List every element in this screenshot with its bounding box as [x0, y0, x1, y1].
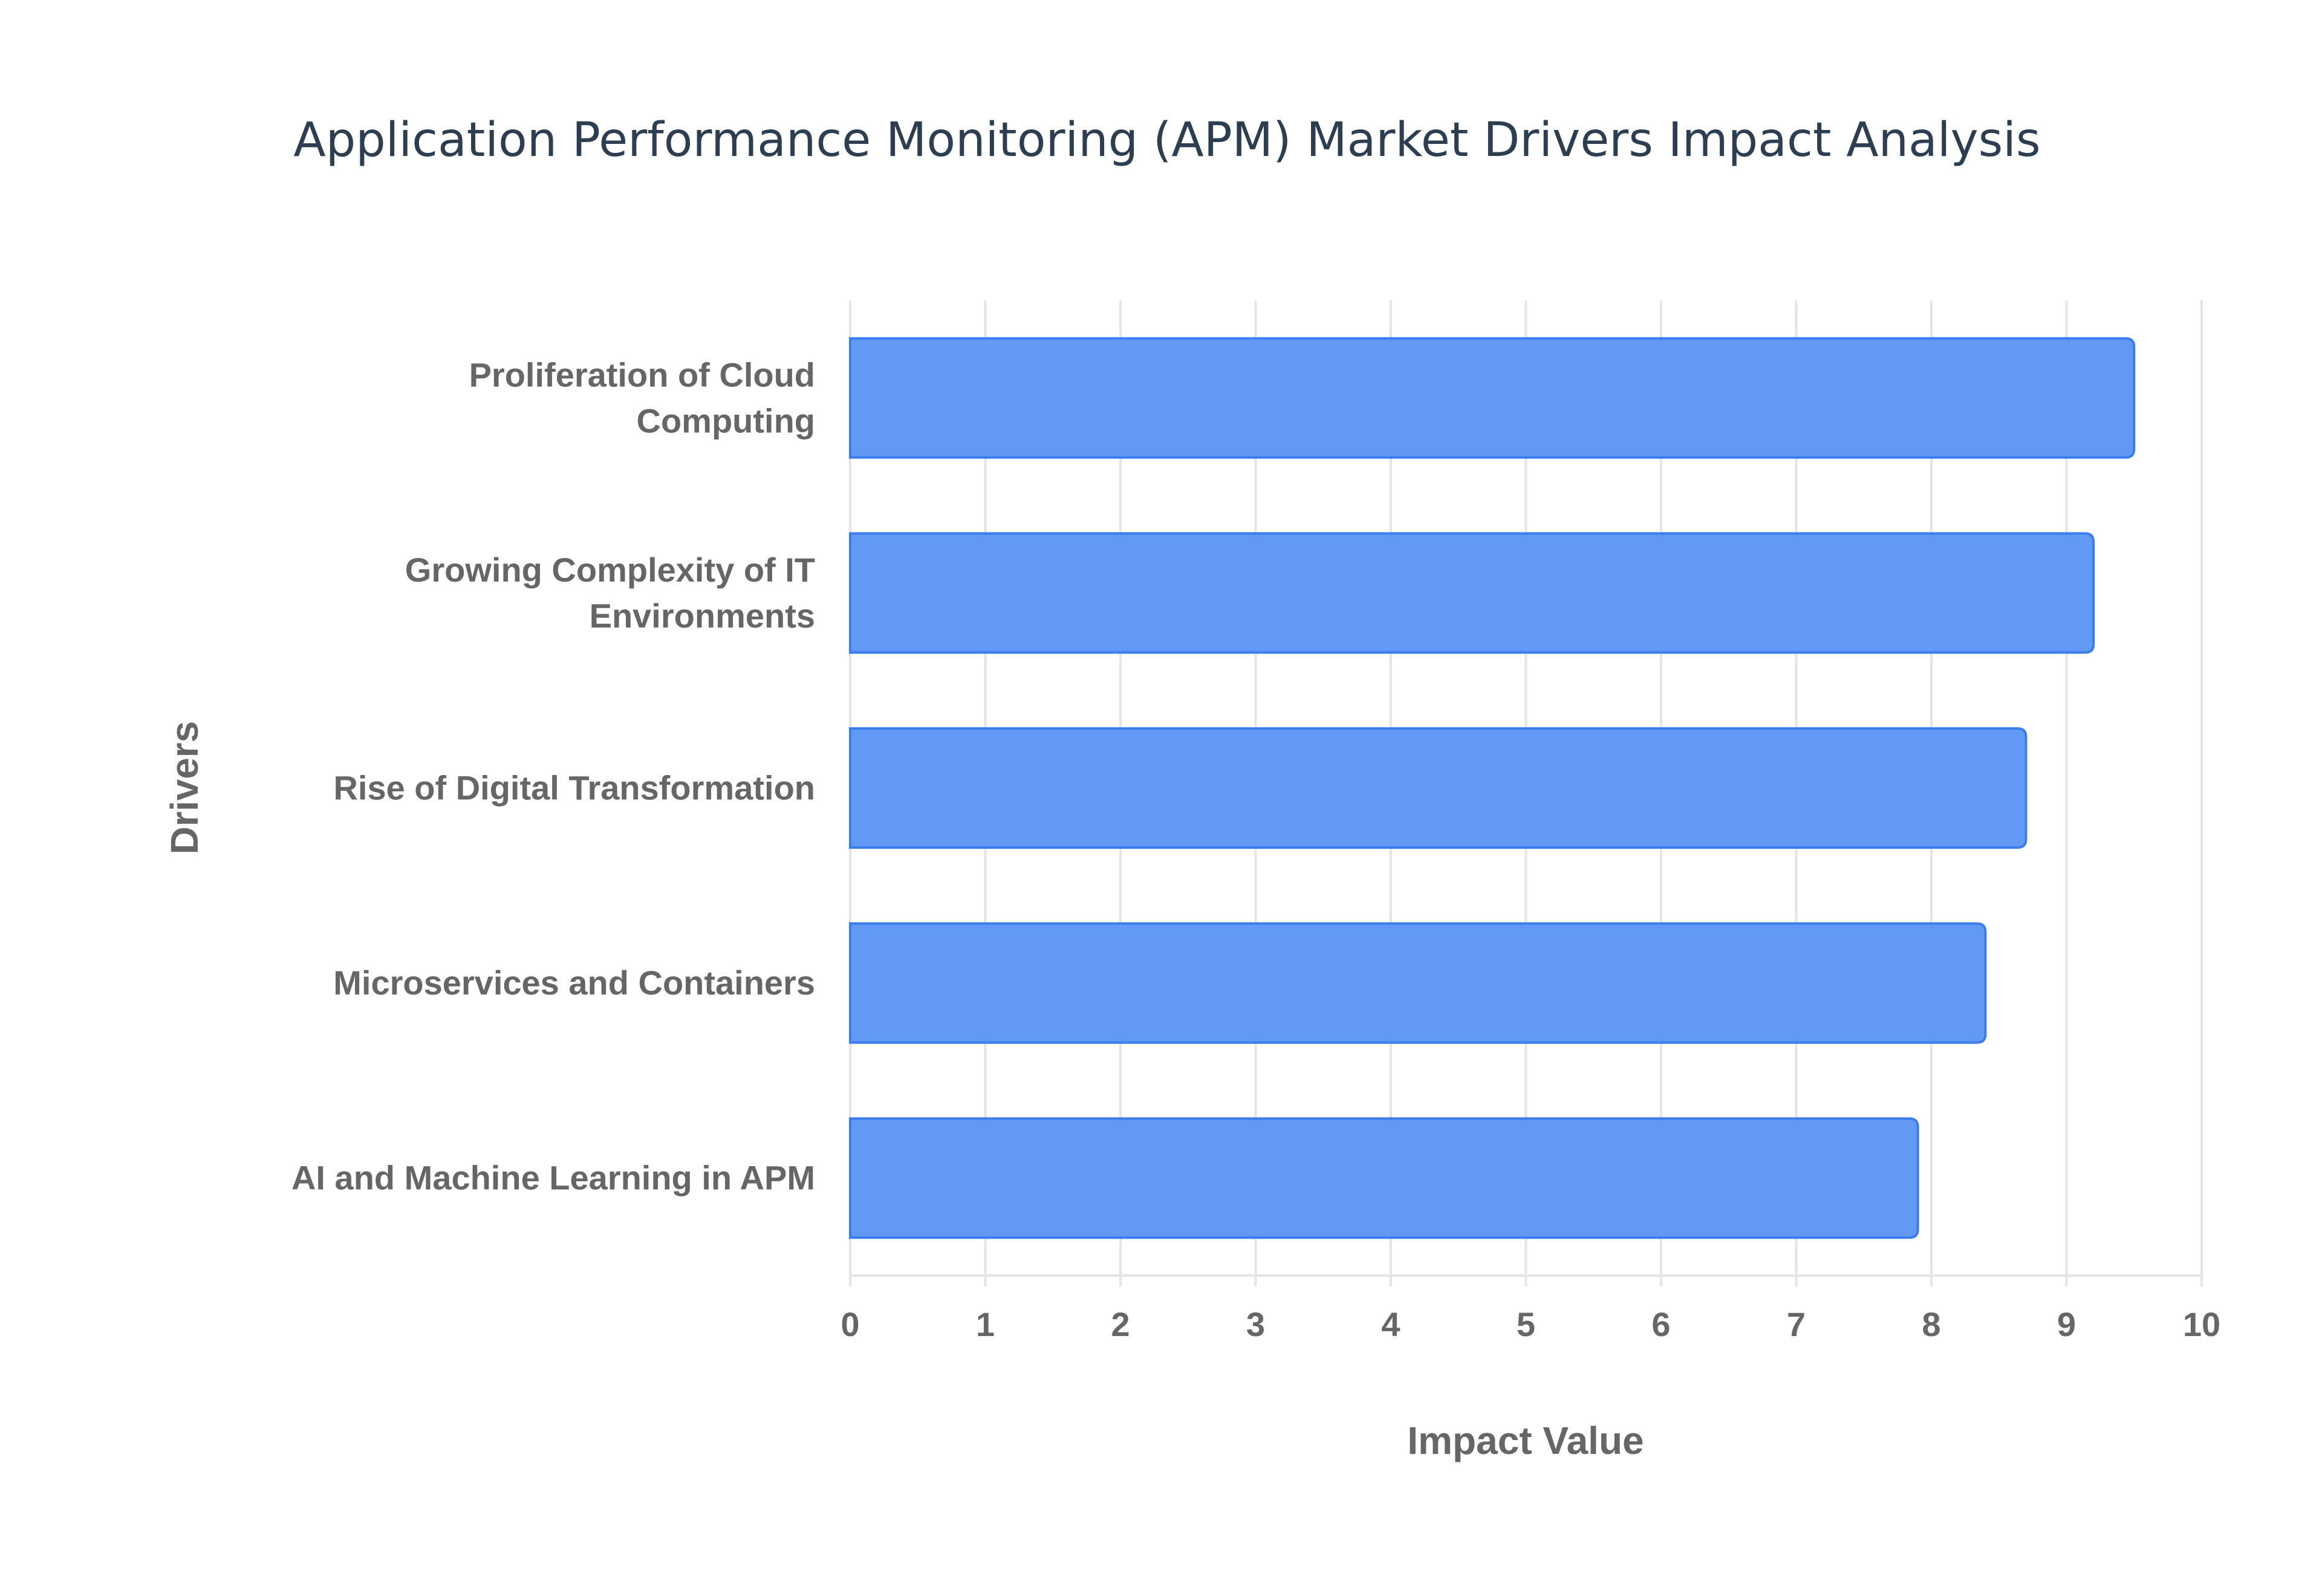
y-axis-title: Drivers: [163, 721, 206, 855]
bar[interactable]: [849, 727, 2028, 849]
x-tick-label: 5: [1517, 1305, 1535, 1343]
x-tick-label: 2: [1111, 1305, 1130, 1343]
y-tick-label: Rise of Digital Transformation: [333, 769, 815, 807]
x-tick-label: 1: [976, 1305, 995, 1343]
bar[interactable]: [849, 532, 2095, 654]
bar[interactable]: [849, 922, 1987, 1044]
x-tick-labels: 0 1 2 3 4 5 6 7 8 9 10: [841, 1305, 2220, 1343]
x-tick-label: 0: [841, 1305, 859, 1343]
chart-title: Application Performance Monitoring (APM)…: [293, 113, 2040, 167]
bars: [849, 337, 2136, 1239]
y-tick-labels: Proliferation of Cloud Computing Growing C…: [291, 355, 815, 1196]
x-tick-label: 9: [2057, 1305, 2076, 1343]
y-tick-label: Proliferation of Cloud Computing: [469, 355, 815, 440]
x-tick-label: 7: [1787, 1305, 1806, 1343]
x-tick-label: 6: [1651, 1305, 1670, 1343]
y-tick-label: Microservices and Containers: [333, 964, 815, 1002]
bar[interactable]: [849, 1117, 1919, 1239]
x-axis-title: Impact Value: [1407, 1419, 1644, 1462]
y-tick-label: Growing Complexity of IT Environments: [405, 551, 815, 635]
bar[interactable]: [849, 337, 2136, 459]
x-tick-label: 10: [2183, 1305, 2220, 1343]
x-tick-label: 3: [1246, 1305, 1265, 1343]
x-tick-label: 8: [1922, 1305, 1940, 1343]
y-tick-label: AI and Machine Learning in APM: [291, 1159, 815, 1197]
x-tick-label: 4: [1381, 1305, 1400, 1343]
